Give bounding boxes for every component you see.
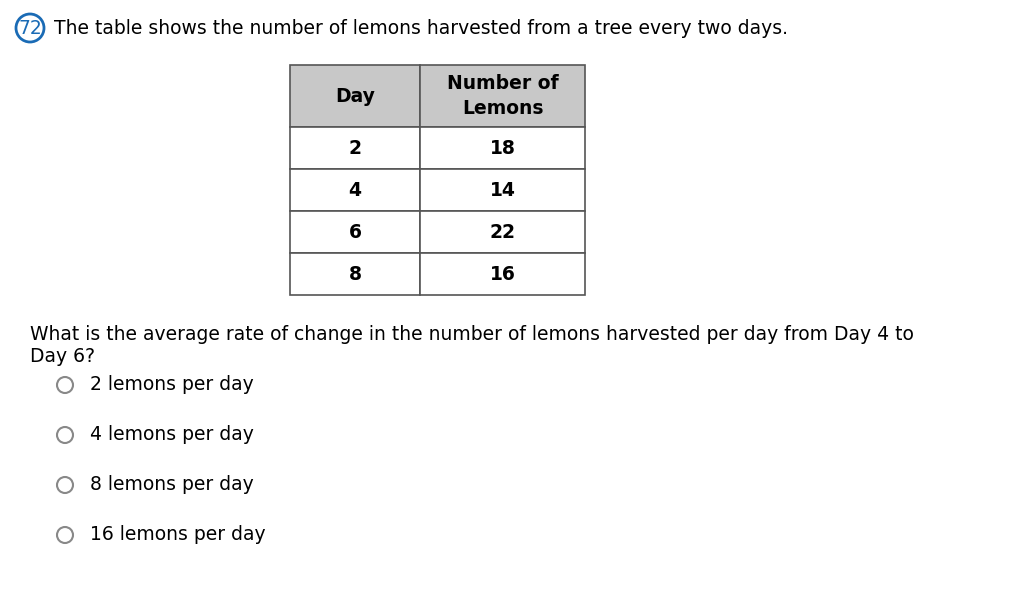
Text: 16: 16 [489, 264, 515, 283]
Text: 2: 2 [348, 139, 361, 157]
Text: 14: 14 [489, 181, 515, 199]
Text: 8: 8 [348, 264, 361, 283]
Text: What is the average rate of change in the number of lemons harvested per day fro: What is the average rate of change in th… [30, 325, 913, 344]
Bar [290, 169, 420, 211]
Bar [290, 127, 420, 169]
Text: 6: 6 [348, 223, 361, 241]
Text: 8 lemons per day: 8 lemons per day [90, 475, 254, 494]
Text: 22: 22 [489, 223, 515, 241]
Text: Number of
Lemons: Number of Lemons [446, 74, 558, 118]
Bar [420, 211, 585, 253]
Text: Day 6?: Day 6? [30, 347, 95, 366]
Text: 2 lemons per day: 2 lemons per day [90, 376, 254, 395]
Bar [420, 253, 585, 295]
Text: The table shows the number of lemons harvested from a tree every two days.: The table shows the number of lemons har… [54, 18, 788, 38]
Text: 16 lemons per day: 16 lemons per day [90, 525, 265, 545]
Text: 4 lemons per day: 4 lemons per day [90, 426, 254, 444]
Bar [420, 127, 585, 169]
Bar [290, 253, 420, 295]
Text: 72: 72 [18, 18, 42, 38]
Bar [290, 211, 420, 253]
Text: Day: Day [335, 86, 375, 106]
Bar [420, 169, 585, 211]
Bar [290, 65, 420, 127]
Text: 18: 18 [489, 139, 515, 157]
Text: 4: 4 [348, 181, 361, 199]
Bar [420, 65, 585, 127]
